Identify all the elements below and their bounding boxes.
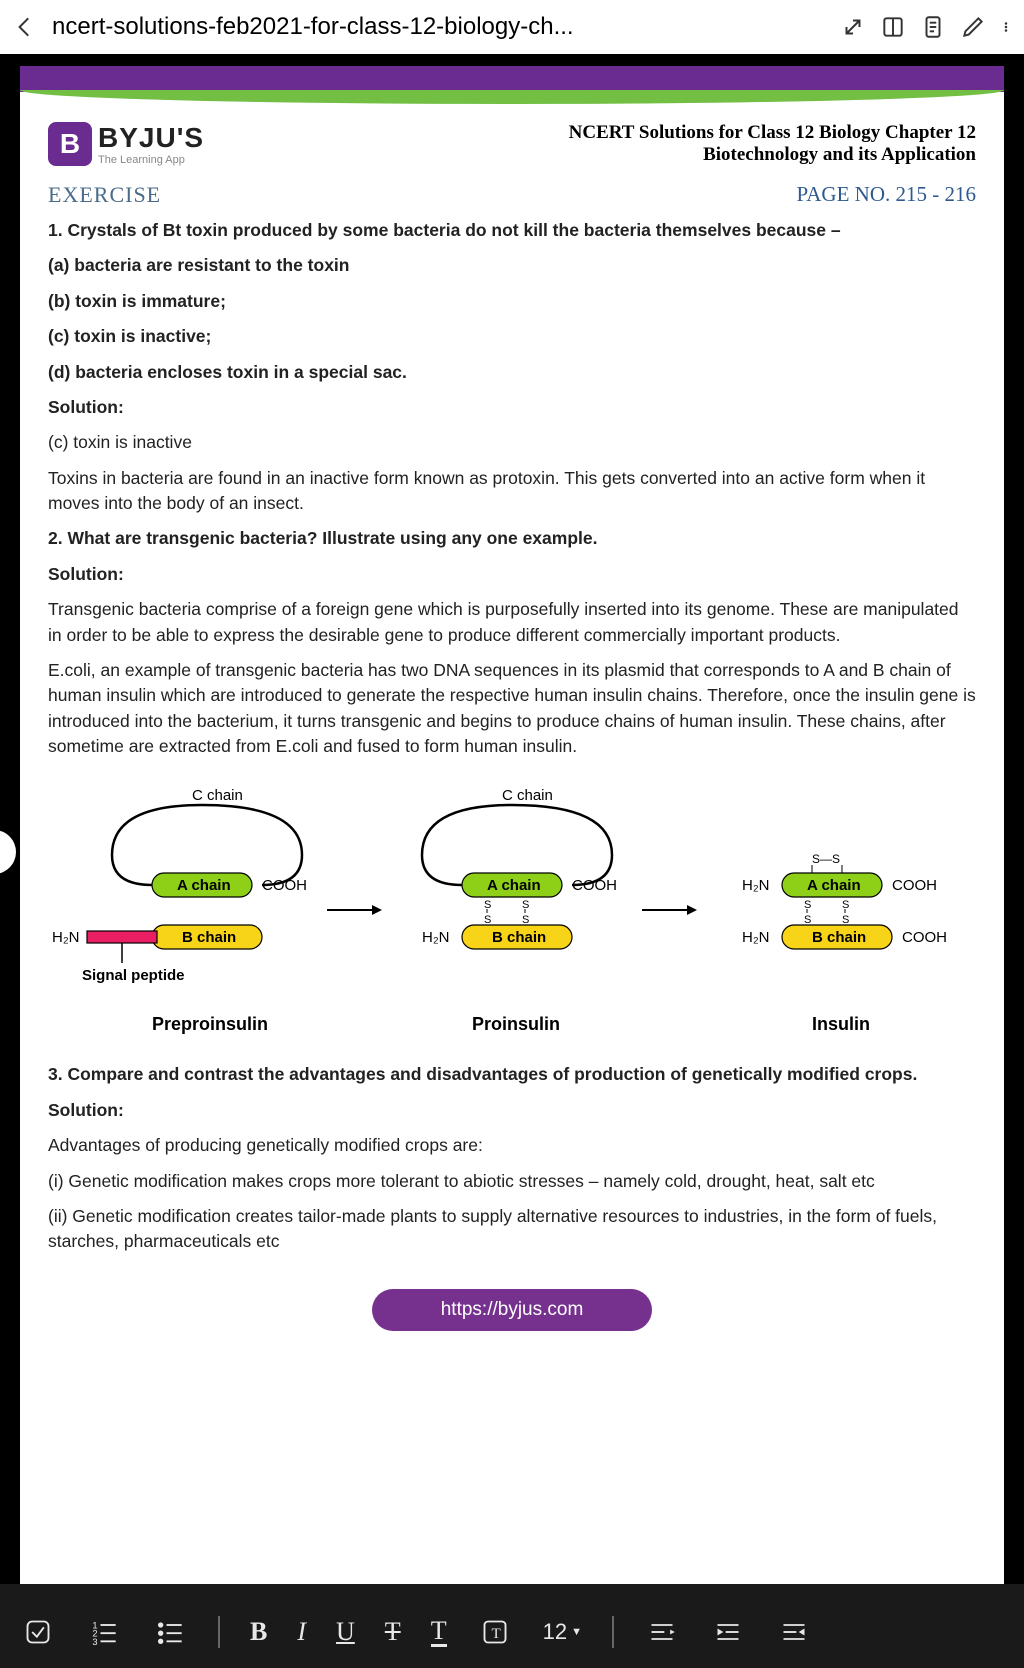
q1-solution-label: Solution: [48, 395, 976, 420]
reader-top-bar: ncert-solutions-feb2021-for-class-12-bio… [0, 0, 1024, 54]
document-title: ncert-solutions-feb2021-for-class-12-bio… [52, 13, 826, 41]
s-label: S [484, 914, 491, 926]
header-title-line2: Biotechnology and its Application [569, 144, 976, 166]
b-chain-label-2: B chain [492, 929, 546, 946]
document-page: B BYJU'S The Learning App NCERT Solution… [20, 66, 1004, 1584]
q2-para2: E.coli, an example of transgenic bacteri… [48, 658, 976, 760]
s-label: S [484, 899, 491, 911]
ss-label: S—S [812, 852, 840, 866]
q3-intro: Advantages of producing genetically modi… [48, 1133, 976, 1158]
page-header: B BYJU'S The Learning App NCERT Solution… [20, 104, 1004, 176]
brand-tagline: The Learning App [98, 154, 204, 166]
edit-icon[interactable] [960, 14, 986, 40]
back-icon[interactable] [12, 14, 38, 40]
content-body-2: 3. Compare and contrast the advantages a… [20, 1056, 1004, 1270]
q2-para1: Transgenic bacteria comprise of a foreig… [48, 597, 976, 648]
h2n-label-3b: H₂N [742, 929, 770, 946]
bullet-list-icon[interactable] [152, 1614, 188, 1650]
h2n-label-1: H₂N [52, 929, 80, 946]
q2-text: 2. What are transgenic bacteria? Illustr… [48, 526, 976, 551]
q2-solution-label: Solution: [48, 562, 976, 587]
h2n-label-3a: H₂N [742, 877, 770, 894]
page-number: PAGE NO. 215 - 216 [797, 182, 976, 208]
b-chain-label-3: B chain [812, 929, 866, 946]
signal-peptide-label: Signal peptide [82, 967, 185, 984]
indent-left-icon[interactable] [776, 1614, 812, 1650]
header-title-line1: NCERT Solutions for Class 12 Biology Cha… [569, 122, 976, 144]
c-chain-label-2: C chain [502, 787, 553, 804]
toolbar-divider [218, 1616, 220, 1648]
align-icon[interactable] [644, 1614, 680, 1650]
bottom-toolbar: 123 B I U T T T 12 ▼ [0, 1596, 1024, 1668]
brand-logo: B BYJU'S The Learning App [48, 122, 204, 166]
dropdown-arrow-icon: ▼ [571, 1626, 582, 1638]
q3-point-i: (i) Genetic modification makes crops mor… [48, 1169, 976, 1194]
q1-opt-c: (c) toxin is inactive; [48, 324, 976, 349]
svg-text:3: 3 [92, 1637, 97, 1646]
s-label: S [804, 914, 811, 926]
banner-purple [20, 66, 1004, 92]
q3-text: 3. Compare and contrast the advantages a… [48, 1062, 976, 1087]
book-icon[interactable] [880, 14, 906, 40]
a-chain-label-2: A chain [487, 877, 541, 894]
exercise-label: EXERCISE [48, 182, 161, 208]
q1-opt-d: (d) bacteria encloses toxin in a special… [48, 360, 976, 385]
insulin-diagram: C chain A chain COOH B chain H₂N Signal … [20, 775, 1004, 1056]
q1-opt-b: (b) toxin is immature; [48, 289, 976, 314]
q3-solution-label: Solution: [48, 1098, 976, 1123]
s-label: S [804, 899, 811, 911]
s-label: S [842, 899, 849, 911]
cooh-label-3a: COOH [892, 877, 937, 894]
s-label: S [522, 899, 529, 911]
page-icon[interactable] [920, 14, 946, 40]
header-right: NCERT Solutions for Class 12 Biology Cha… [569, 122, 976, 166]
content-body: 1. Crystals of Bt toxin produced by some… [20, 212, 1004, 775]
banner-green [20, 90, 1004, 104]
h2n-label-2: H₂N [422, 929, 450, 946]
s-label: S [522, 914, 529, 926]
logo-square: B [48, 122, 92, 166]
brand-name: BYJU'S [98, 122, 204, 154]
more-icon[interactable] [1000, 14, 1012, 40]
q1-text: 1. Crystals of Bt toxin produced by some… [48, 218, 976, 243]
preproinsulin-label: Preproinsulin [152, 1014, 268, 1034]
cooh-label-1: COOH [262, 877, 307, 894]
a-chain-label-1: A chain [177, 877, 231, 894]
checkbox-icon[interactable] [20, 1614, 56, 1650]
font-size-selector[interactable]: 12 ▼ [543, 1619, 582, 1645]
q1-explanation: Toxins in bacteria are found in an inact… [48, 466, 976, 517]
text-box-icon[interactable]: T [477, 1614, 513, 1650]
font-size-value: 12 [543, 1619, 567, 1645]
toolbar-divider [612, 1616, 614, 1648]
italic-button[interactable]: I [297, 1617, 306, 1647]
text-color-button[interactable]: T [431, 1618, 447, 1647]
cooh-label-3b: COOH [902, 929, 947, 946]
insulin-label: Insulin [812, 1014, 870, 1034]
cooh-label-2: COOH [572, 877, 617, 894]
proinsulin-label: Proinsulin [472, 1014, 560, 1034]
indent-right-icon[interactable] [710, 1614, 746, 1650]
expand-icon[interactable] [840, 14, 866, 40]
q3-point-ii: (ii) Genetic modification creates tailor… [48, 1204, 976, 1255]
a-chain-label-3: A chain [807, 877, 861, 894]
c-chain-label-1: C chain [192, 787, 243, 804]
strikethrough-button[interactable]: T [385, 1617, 401, 1647]
bold-button[interactable]: B [250, 1617, 267, 1647]
b-chain-label-1: B chain [182, 929, 236, 946]
numbered-list-icon[interactable]: 123 [86, 1614, 122, 1650]
underline-button[interactable]: U [336, 1617, 355, 1647]
exercise-row: EXERCISE PAGE NO. 215 - 216 [20, 176, 1004, 212]
svg-text:T: T [491, 1625, 500, 1642]
s-label: S [842, 914, 849, 926]
q1-answer: (c) toxin is inactive [48, 430, 976, 455]
url-pill[interactable]: https://byjus.com [372, 1289, 652, 1331]
q1-opt-a: (a) bacteria are resistant to the toxin [48, 253, 976, 278]
document-viewport[interactable]: B BYJU'S The Learning App NCERT Solution… [0, 54, 1024, 1584]
